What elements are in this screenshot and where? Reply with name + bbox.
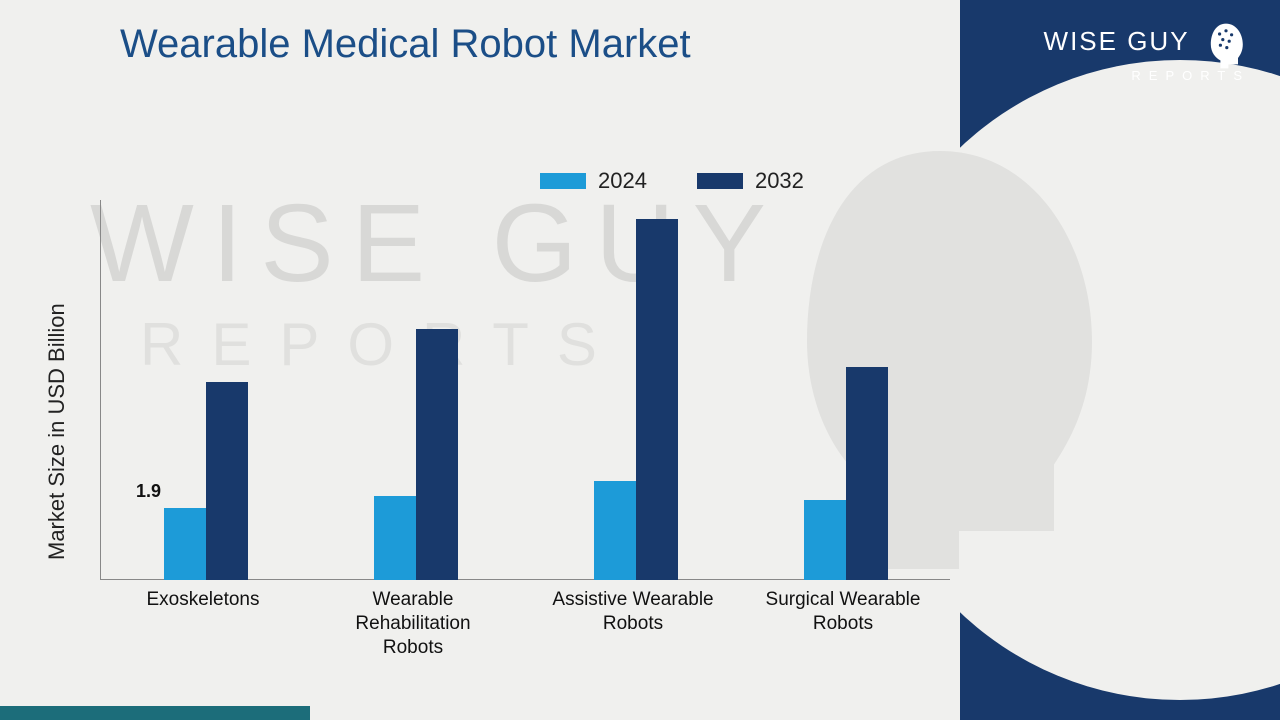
legend-label-2032: 2032: [755, 168, 804, 194]
x-labels: Exoskeletons Wearable Rehabilitation Robo…: [100, 580, 950, 670]
y-axis-label: Market Size in USD Billion: [44, 303, 70, 560]
chart-plot: 1.9: [100, 200, 950, 580]
bar-2032: [846, 367, 888, 580]
x-axis-label: Exoskeletons: [118, 588, 288, 612]
brand-head-icon: [1202, 22, 1250, 70]
brand-logo: WISE GUY REPORTS: [1044, 22, 1250, 83]
y-axis-line: [100, 200, 101, 580]
legend: 2024 2032: [540, 168, 804, 194]
legend-swatch-2024: [540, 173, 586, 189]
bottom-accent-bar: [0, 706, 310, 720]
legend-item-2024: 2024: [540, 168, 647, 194]
legend-swatch-2032: [697, 173, 743, 189]
page-title: Wearable Medical Robot Market: [120, 22, 691, 67]
bar-2024: [374, 496, 416, 580]
x-axis-label: Assistive Wearable Robots: [548, 588, 718, 636]
bar-2032: [416, 329, 458, 580]
bar-value-label: 1.9: [136, 481, 161, 502]
brand-line1: WISE GUY: [1044, 26, 1190, 56]
bar-2024: [164, 508, 206, 580]
legend-label-2024: 2024: [598, 168, 647, 194]
bar-2032: [636, 219, 678, 580]
legend-item-2032: 2032: [697, 168, 804, 194]
bar-2032: [206, 382, 248, 580]
bar-2024: [804, 500, 846, 580]
chart-canvas: WISE GUY REPORTS Wearable Medical Robot …: [0, 0, 1280, 720]
x-axis-label: Surgical Wearable Robots: [758, 588, 928, 636]
bar-2024: [594, 481, 636, 580]
brand-line2: REPORTS: [1044, 68, 1250, 83]
x-axis-label: Wearable Rehabilitation Robots: [328, 588, 498, 659]
